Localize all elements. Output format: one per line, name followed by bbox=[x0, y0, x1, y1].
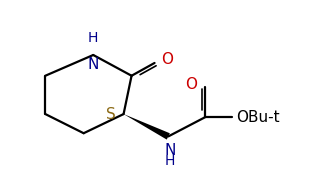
Text: O: O bbox=[161, 52, 173, 67]
Text: H: H bbox=[88, 31, 98, 45]
Polygon shape bbox=[124, 114, 170, 140]
Text: S: S bbox=[106, 107, 116, 122]
Text: OBu-t: OBu-t bbox=[236, 110, 280, 125]
Text: N: N bbox=[88, 57, 99, 72]
Text: O: O bbox=[185, 77, 197, 92]
Text: N: N bbox=[164, 143, 176, 158]
Text: H: H bbox=[165, 154, 175, 168]
